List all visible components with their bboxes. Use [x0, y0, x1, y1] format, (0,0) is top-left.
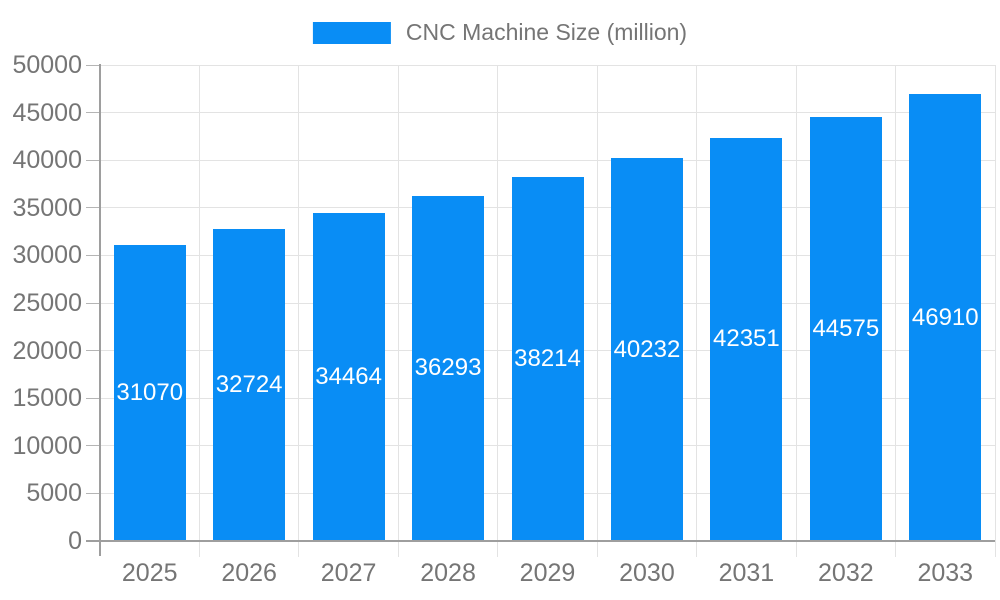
bar: 46910: [909, 94, 982, 541]
y-axis-label: 5000: [26, 479, 82, 508]
gridline-vertical: [895, 65, 897, 557]
y-axis-label: 20000: [12, 336, 82, 365]
y-axis-tick: [86, 64, 100, 66]
bar: 40232: [610, 158, 683, 541]
legend: CNC Machine Size (million): [312, 19, 688, 46]
y-axis-tick: [86, 112, 100, 114]
y-axis-label: 30000: [12, 241, 82, 270]
y-axis-label: 50000: [12, 51, 82, 79]
y-axis-label: 0: [68, 527, 82, 555]
x-axis-line: [86, 540, 995, 542]
y-axis-label: 35000: [12, 193, 82, 222]
y-axis-tick: [86, 159, 100, 161]
gridline-vertical: [397, 65, 399, 557]
x-axis-label: 2028: [420, 559, 476, 587]
gridline-vertical: [298, 65, 300, 557]
bar: 44575: [809, 116, 882, 541]
x-axis-label: 2033: [917, 559, 974, 587]
bar: 32724: [213, 229, 286, 541]
bar-value-label: 40232: [613, 335, 681, 363]
bar: 42351: [710, 137, 783, 541]
gridline-vertical: [497, 65, 499, 557]
plot-area: 31070 32724 34464 36293 38214 40232 42351 44575…: [100, 64, 996, 557]
y-axis-tick: [86, 492, 100, 494]
legend-label: CNC Machine Size (million): [405, 19, 688, 45]
x-axis-label: 2027: [320, 559, 377, 587]
gridline-vertical: [596, 65, 598, 557]
bar-value-label: 36293: [414, 354, 482, 382]
x-axis-label: 2026: [221, 559, 277, 587]
y-axis-tick: [86, 445, 100, 447]
y-axis-label: 10000: [12, 431, 82, 460]
gridline-horizontal: [100, 64, 995, 66]
bar-value-label: 38214: [514, 345, 581, 373]
bar-value-label: 44575: [812, 314, 880, 342]
gridline-vertical: [198, 65, 200, 557]
bar: 38214: [511, 177, 584, 541]
legend-swatch: [312, 21, 391, 44]
y-axis-tick: [86, 254, 100, 256]
gridline-vertical: [696, 65, 698, 557]
x-axis-label: 2030: [619, 559, 675, 587]
y-axis-tick: [86, 207, 100, 209]
x-axis-label: 2025: [121, 559, 178, 587]
bar-value-label: 32724: [215, 371, 283, 399]
bar-value-label: 31070: [116, 379, 184, 407]
bar: 31070: [113, 245, 186, 541]
gridline-vertical: [994, 65, 996, 557]
y-axis-line: [99, 64, 101, 556]
bar: 34464: [312, 212, 385, 541]
bar: 36293: [412, 195, 485, 541]
bar-value-label: 42351: [713, 325, 780, 353]
gridline-horizontal: [100, 112, 995, 114]
bar-value-label: 34464: [315, 362, 382, 390]
x-axis-label: 2031: [718, 559, 775, 587]
x-axis-label: 2029: [519, 559, 576, 587]
x-axis-label: 2032: [818, 559, 874, 587]
y-axis-label: 25000: [12, 289, 82, 317]
y-axis-label: 45000: [12, 98, 82, 127]
gridline-vertical: [795, 65, 797, 557]
y-axis-label: 40000: [12, 146, 82, 175]
bar-value-label: 46910: [911, 303, 979, 331]
y-axis-label: 15000: [12, 384, 82, 413]
y-axis-tick: [86, 302, 100, 304]
y-axis-tick: [86, 397, 100, 399]
y-axis-tick: [86, 350, 100, 352]
gridline-horizontal: [100, 159, 995, 161]
